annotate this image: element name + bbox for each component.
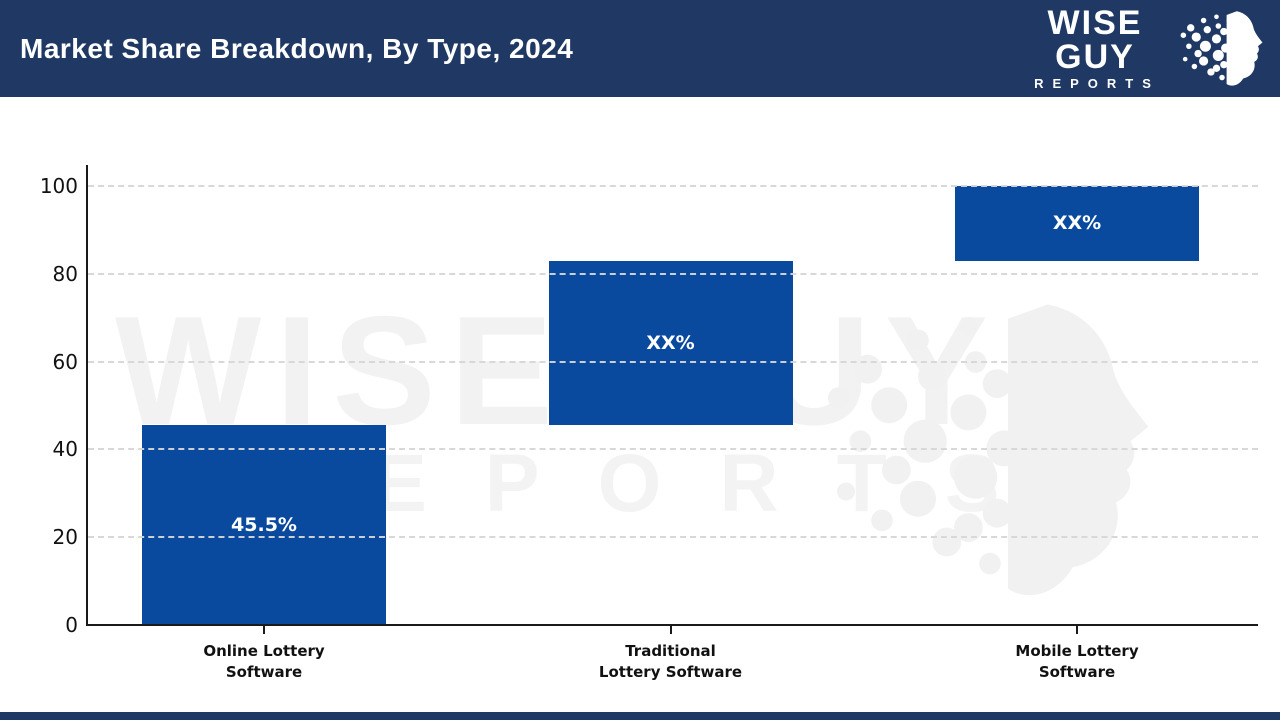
bar-mobile-lottery-software bbox=[955, 186, 1199, 261]
x-axis-category-label: Mobile Lottery Software bbox=[917, 641, 1237, 683]
x-axis-category-line: Lottery Software bbox=[598, 663, 743, 681]
x-axis-category-line: Traditional bbox=[625, 642, 716, 660]
header-bar: Market Share Breakdown, By Type, 2024 WI… bbox=[0, 0, 1280, 97]
x-axis-category-label: Online Lottery Software bbox=[104, 641, 424, 683]
gridline-60 bbox=[88, 360, 1258, 363]
x-axis-category-line: Software bbox=[1038, 663, 1116, 681]
x-axis-line bbox=[86, 624, 1258, 626]
y-axis-tick-label: 80 bbox=[52, 261, 78, 286]
watermark-head-icon bbox=[828, 304, 1149, 596]
bar-traditional-lottery-software bbox=[548, 260, 793, 426]
x-axis-tick bbox=[263, 626, 265, 634]
x-axis-category-line: Software bbox=[225, 663, 303, 681]
gridline-100 bbox=[88, 185, 1258, 187]
bar-value-label: XX% bbox=[646, 331, 695, 354]
bar-value-label: XX% bbox=[1052, 212, 1102, 235]
x-axis-category-label: Traditional Lottery Software bbox=[511, 641, 831, 683]
bar-value-label: 45.5% bbox=[231, 514, 297, 537]
y-axis-tick-label: 0 bbox=[65, 613, 78, 637]
bar-online-lottery-software bbox=[142, 425, 386, 625]
y-axis-tick-label: 60 bbox=[52, 349, 78, 374]
footer-bar bbox=[0, 712, 1280, 720]
x-axis-tick bbox=[669, 626, 672, 634]
x-axis-category-line: Online Lottery bbox=[203, 642, 325, 660]
wise-guy-reports-logo: WISE GUY REPORTS bbox=[1018, 6, 1268, 91]
y-axis-tick-label: 100 bbox=[39, 174, 78, 198]
y-axis-line bbox=[86, 165, 88, 625]
y-axis-tick-label: 40 bbox=[52, 437, 78, 462]
logo-text: WISE GUY REPORTS bbox=[1018, 6, 1172, 92]
chart-area: WISE GUY REPORTS 0 20 40 60 80 100 45.5% Online… bbox=[0, 97, 1280, 712]
gridline-40 bbox=[88, 448, 1258, 451]
logo-wordmark: WISE GUY bbox=[1047, 3, 1143, 76]
x-axis-tick bbox=[1076, 626, 1078, 634]
page-title: Market Share Breakdown, By Type, 2024 bbox=[20, 32, 574, 64]
dotted-head-icon bbox=[1180, 10, 1263, 86]
gridline-80 bbox=[88, 272, 1258, 275]
logo-subtitle: REPORTS bbox=[1034, 75, 1160, 91]
y-axis-tick-label: 20 bbox=[52, 525, 78, 550]
x-axis-category-line: Mobile Lottery bbox=[1015, 642, 1139, 660]
gridline-20 bbox=[88, 536, 1258, 539]
